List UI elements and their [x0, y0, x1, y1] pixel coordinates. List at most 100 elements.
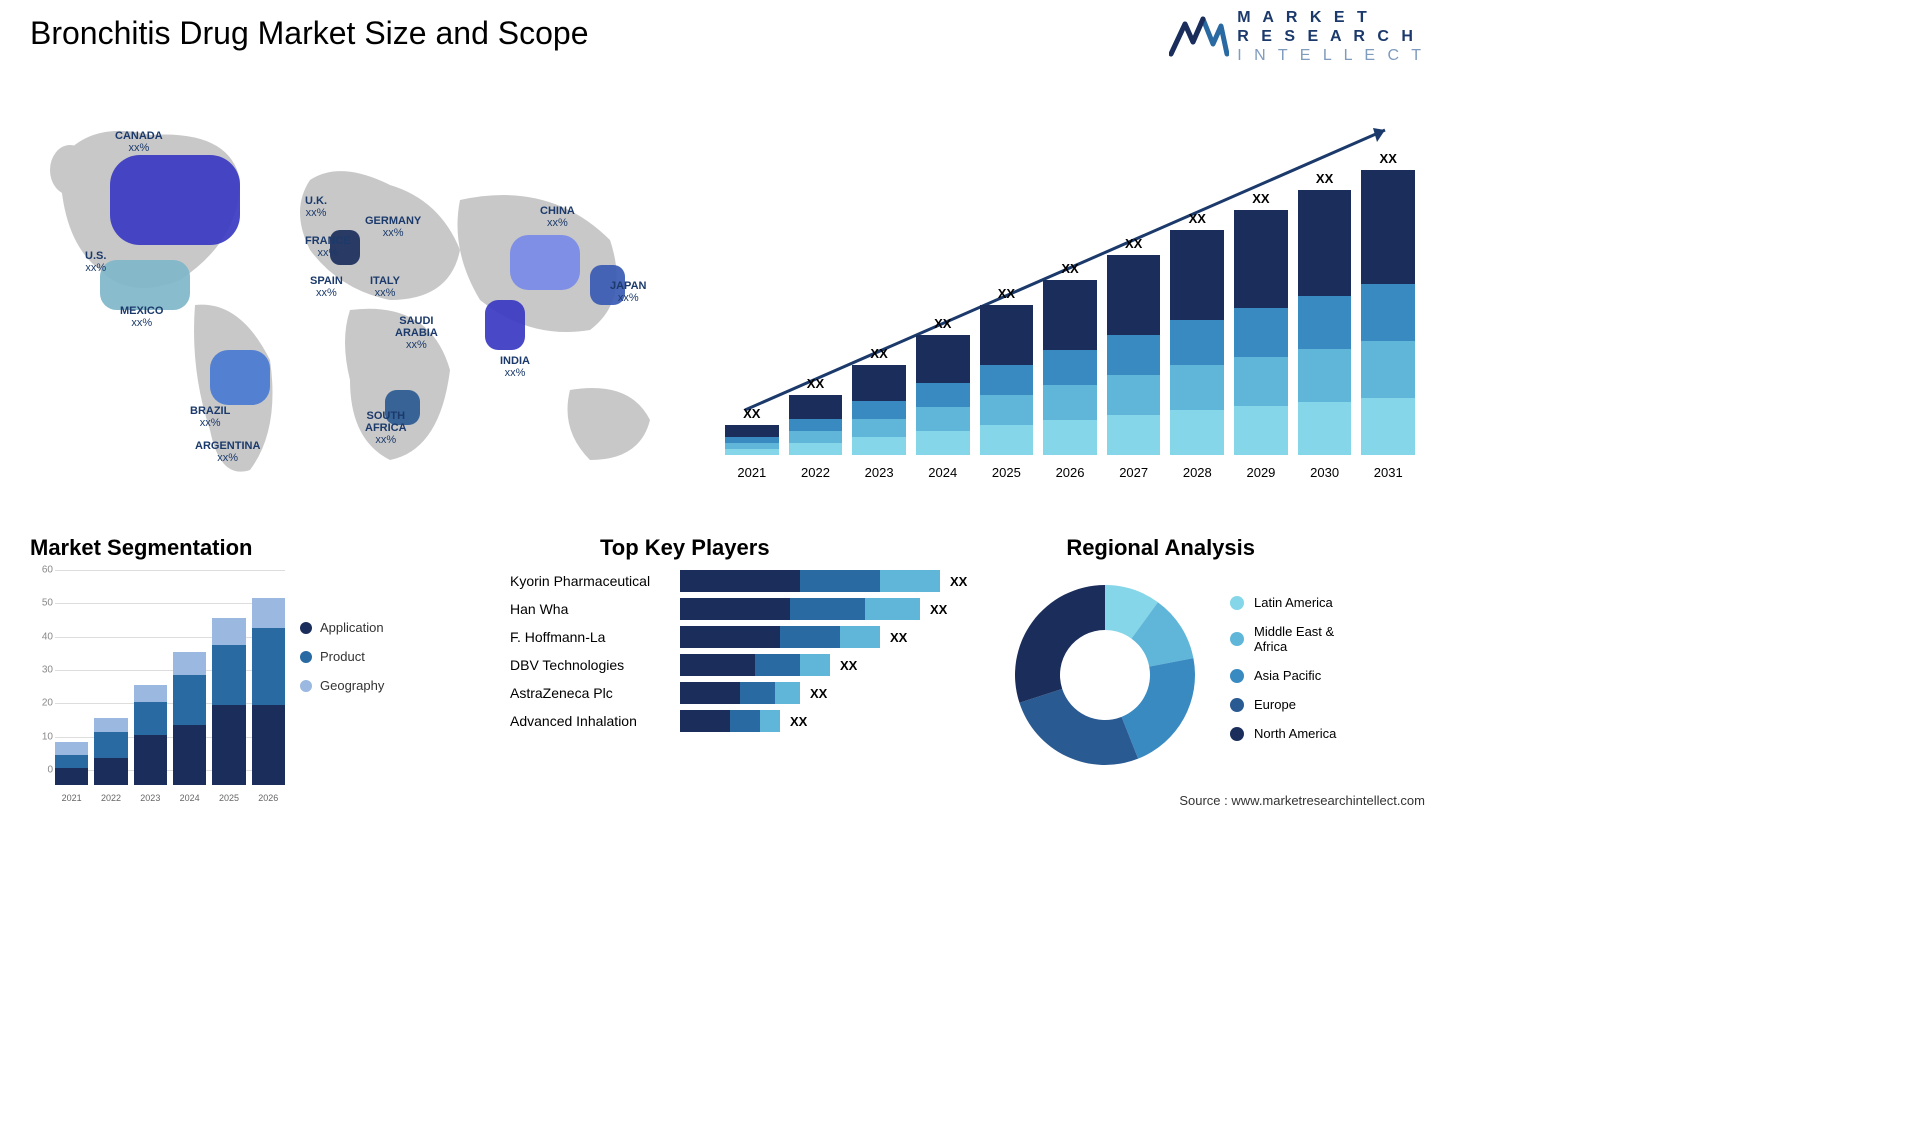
region-name: Asia Pacific [1254, 668, 1321, 683]
y-tick-label: 50 [42, 598, 53, 609]
player-row: DBV Technologies XX [510, 654, 970, 676]
year-bar: XX2028 [1170, 211, 1224, 455]
regional-title: Regional Analysis [1066, 535, 1255, 561]
segmentation-title: Market Segmentation [30, 535, 253, 561]
segmentation-chart: 0102030405060 202120222023202420252026 A… [30, 570, 450, 805]
segment-bar: 2024 [173, 652, 206, 785]
legend-item: Application [300, 620, 384, 635]
player-name: Kyorin Pharmaceutical [510, 573, 680, 589]
year-label: 2030 [1298, 465, 1352, 480]
player-row: F. Hoffmann-LaXX [510, 626, 970, 648]
bar-value-label: XX [998, 286, 1015, 301]
year-bar: XX2024 [916, 316, 970, 455]
y-tick-label: 40 [42, 631, 53, 642]
source-attribution: Source : www.marketresearchintellect.com [1179, 793, 1425, 808]
bar-value-label: XX [1316, 171, 1333, 186]
segment-bar: 2026 [252, 598, 285, 785]
segment-bar: 2022 [94, 718, 127, 785]
logo-text-3: I N T E L L E C T [1237, 47, 1425, 64]
map-label: SOUTHAFRICAxx% [365, 410, 407, 446]
y-tick-label: 60 [42, 565, 53, 576]
player-value: XX [790, 714, 807, 729]
year-bar: XX2026 [1043, 261, 1097, 455]
page-title: Bronchitis Drug Market Size and Scope [30, 15, 588, 52]
player-name: AstraZeneca Plc [510, 685, 680, 701]
year-label: 2021 [725, 465, 779, 480]
region-name: Latin America [1254, 595, 1333, 610]
map-label: JAPANxx% [610, 280, 646, 304]
segment-bar: 2021 [55, 742, 88, 785]
year-bar: XX2021 [725, 406, 779, 455]
y-tick-label: 10 [42, 731, 53, 742]
segment-year-label: 2026 [252, 793, 285, 803]
legend-item: Geography [300, 678, 384, 693]
world-map: CANADAxx% U.S.xx% MEXICOxx% BRAZILxx% ARGENT… [30, 100, 670, 500]
year-label: 2022 [789, 465, 843, 480]
logo-mark-icon [1169, 14, 1229, 59]
segment-year-label: 2022 [94, 793, 127, 803]
bar-value-label: XX [1380, 151, 1397, 166]
year-label: 2028 [1170, 465, 1224, 480]
world-map-svg [30, 100, 670, 500]
region-legend-item: Middle East &Africa [1230, 624, 1336, 654]
map-label: SAUDIARABIAxx% [395, 315, 438, 351]
player-value: XX [840, 658, 857, 673]
year-label: 2027 [1107, 465, 1161, 480]
map-label: CHINAxx% [540, 205, 575, 229]
map-label: GERMANYxx% [365, 215, 421, 239]
map-label: FRANCExx% [305, 235, 351, 259]
map-label: MEXICOxx% [120, 305, 163, 329]
player-row: Advanced Inhalation XX [510, 710, 970, 732]
year-label: 2025 [980, 465, 1034, 480]
segment-bar: 2023 [134, 685, 167, 785]
segment-year-label: 2024 [173, 793, 206, 803]
bar-value-label: XX [1189, 211, 1206, 226]
logo-text-1: M A R K E T [1237, 9, 1370, 26]
region-name: North America [1254, 726, 1336, 741]
year-label: 2031 [1361, 465, 1415, 480]
year-bar: XX2023 [852, 346, 906, 455]
region-name: Middle East &Africa [1254, 624, 1334, 654]
map-label: U.S.xx% [85, 250, 106, 274]
map-label: BRAZILxx% [190, 405, 230, 429]
y-tick-label: 20 [42, 698, 53, 709]
segment-year-label: 2023 [134, 793, 167, 803]
year-label: 2026 [1043, 465, 1097, 480]
player-name: DBV Technologies [510, 657, 680, 673]
map-label: CANADAxx% [115, 130, 163, 154]
players-title: Top Key Players [600, 535, 770, 561]
region-legend-item: Latin America [1230, 595, 1336, 610]
map-label: ARGENTINAxx% [195, 440, 260, 464]
bar-value-label: XX [1125, 236, 1142, 251]
region-name: Europe [1254, 697, 1296, 712]
player-row: Han WhaXX [510, 598, 970, 620]
year-label: 2029 [1234, 465, 1288, 480]
year-label: 2023 [852, 465, 906, 480]
player-row: AstraZeneca PlcXX [510, 682, 970, 704]
bar-value-label: XX [870, 346, 887, 361]
bar-value-label: XX [743, 406, 760, 421]
regional-donut [1005, 575, 1205, 775]
year-bar: XX2031 [1361, 151, 1415, 455]
region-legend-item: North America [1230, 726, 1336, 741]
year-bar: XX2027 [1107, 236, 1161, 455]
y-tick-label: 30 [42, 665, 53, 676]
y-tick-label: 0 [47, 765, 53, 776]
year-bar: XX2022 [789, 376, 843, 455]
year-label: 2024 [916, 465, 970, 480]
bar-value-label: XX [934, 316, 951, 331]
player-name: F. Hoffmann-La [510, 629, 680, 645]
player-value: XX [950, 574, 967, 589]
year-bar: XX2030 [1298, 171, 1352, 455]
map-label: INDIAxx% [500, 355, 530, 379]
region-legend-item: Europe [1230, 697, 1336, 712]
logo-text-2: R E S E A R C H [1237, 28, 1417, 45]
segment-year-label: 2021 [55, 793, 88, 803]
regional-analysis: Latin America Middle East &Africa Asia Pac… [1005, 560, 1425, 790]
legend-item: Product [300, 649, 384, 664]
region-legend-item: Asia Pacific [1230, 668, 1336, 683]
key-players-chart: Kyorin PharmaceuticalXXHan WhaXXF. Hoffm… [510, 570, 970, 738]
player-value: XX [930, 602, 947, 617]
player-name: Advanced Inhalation [510, 713, 680, 729]
market-size-chart: XX2021XX2022XX2023XX2024XX2025XX2026XX20… [725, 100, 1415, 480]
